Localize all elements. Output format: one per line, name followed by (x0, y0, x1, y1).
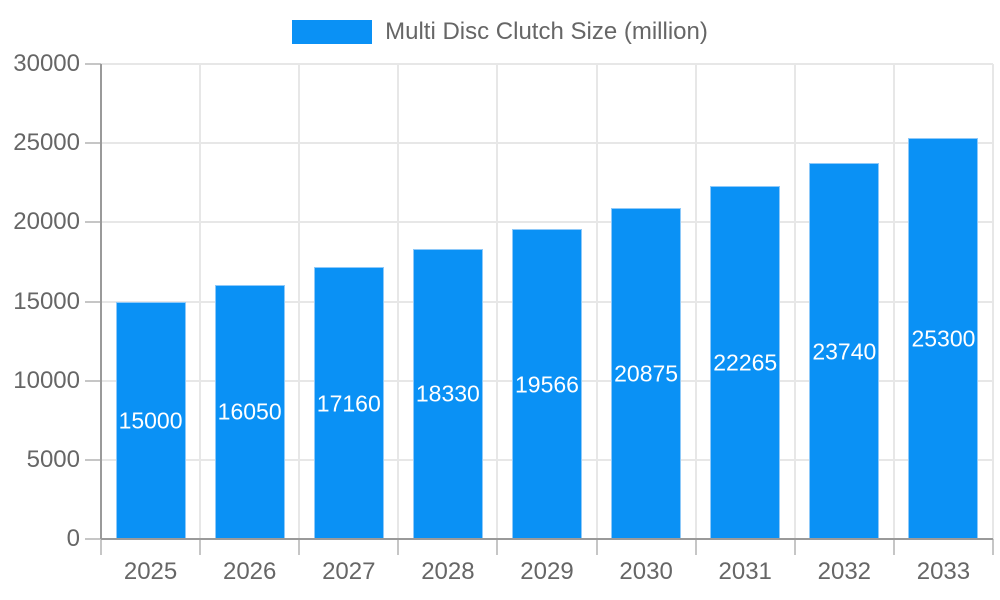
y-axis-line (100, 64, 102, 539)
gridline-vertical (992, 64, 994, 539)
x-axis-tick (100, 539, 102, 555)
y-axis-tick (85, 300, 101, 303)
x-axis-tick (992, 539, 994, 555)
bar-value-label: 17160 (316, 390, 381, 417)
bar-2031[interactable]: 22265 (710, 186, 781, 539)
legend-swatch (292, 20, 373, 44)
x-axis-label: 2032 (817, 558, 872, 585)
x-axis-label: 2026 (222, 558, 277, 585)
y-axis-label: 30000 (13, 50, 80, 77)
x-axis-label: 2025 (123, 558, 178, 585)
bar-value-label: 18330 (415, 380, 480, 407)
x-axis-tick (298, 539, 301, 555)
y-axis-label: 5000 (26, 445, 80, 473)
bar-value-label: 23740 (812, 338, 877, 365)
gridline-vertical (793, 64, 796, 539)
gridline-vertical (694, 64, 697, 539)
y-axis-tick (85, 63, 101, 65)
bar-2025[interactable]: 15000 (115, 301, 186, 539)
plot-area: 15000 16050 17160 18330 19566 20875 22265 23740… (100, 63, 994, 540)
x-axis-line (101, 538, 993, 540)
bar-value-label: 22265 (713, 349, 778, 376)
bar-value-label: 20875 (614, 360, 679, 387)
gridline-horizontal (101, 142, 993, 145)
gridline-horizontal (101, 63, 993, 65)
x-axis-label: 2027 (322, 558, 376, 585)
gridline-horizontal (101, 221, 993, 224)
bar-value-label: 15000 (118, 407, 183, 434)
y-axis-tick (85, 538, 101, 540)
bar-2030[interactable]: 20875 (611, 208, 682, 539)
bar-2033[interactable]: 25300 (908, 138, 979, 539)
bar-value-label: 19566 (515, 371, 579, 398)
bar-value-label: 25300 (911, 325, 976, 352)
y-axis-label: 20000 (13, 208, 80, 236)
bar-value-label: 16050 (217, 398, 282, 425)
x-axis-tick (496, 539, 499, 555)
gridline-vertical (298, 64, 301, 539)
x-axis-label: 2029 (520, 558, 574, 585)
y-axis-tick (85, 142, 101, 145)
x-axis-tick (793, 539, 796, 555)
x-axis-label: 2031 (718, 558, 772, 585)
x-axis-label: 2028 (421, 558, 475, 585)
x-axis-label: 2033 (916, 558, 971, 585)
x-axis-tick (199, 539, 202, 555)
bar-2029[interactable]: 19566 (512, 229, 582, 539)
y-axis-tick (85, 221, 101, 224)
gridline-vertical (199, 64, 202, 539)
bar-2027[interactable]: 17160 (313, 267, 384, 539)
gridline-vertical (496, 64, 499, 539)
y-axis-label: 0 (66, 525, 80, 552)
gridline-vertical (397, 64, 400, 539)
y-axis-label: 15000 (13, 287, 80, 315)
legend-label: Multi Disc Clutch Size (million) (385, 18, 708, 45)
x-axis-tick (397, 539, 400, 555)
x-axis-tick (892, 539, 895, 555)
x-axis-tick (595, 539, 598, 555)
y-axis-tick (85, 379, 101, 382)
bar-2032[interactable]: 23740 (809, 163, 880, 539)
y-axis-tick (85, 458, 101, 461)
gridline-vertical (595, 64, 598, 539)
bar-2026[interactable]: 16050 (214, 284, 285, 539)
legend[interactable]: Multi Disc Clutch Size (million) (0, 19, 1000, 45)
x-axis-tick (694, 539, 697, 555)
y-axis-label: 25000 (13, 129, 80, 157)
y-axis-label: 10000 (13, 366, 80, 394)
bar-2028[interactable]: 18330 (412, 248, 483, 539)
gridline-vertical (892, 64, 895, 539)
x-axis-label: 2030 (619, 558, 673, 585)
